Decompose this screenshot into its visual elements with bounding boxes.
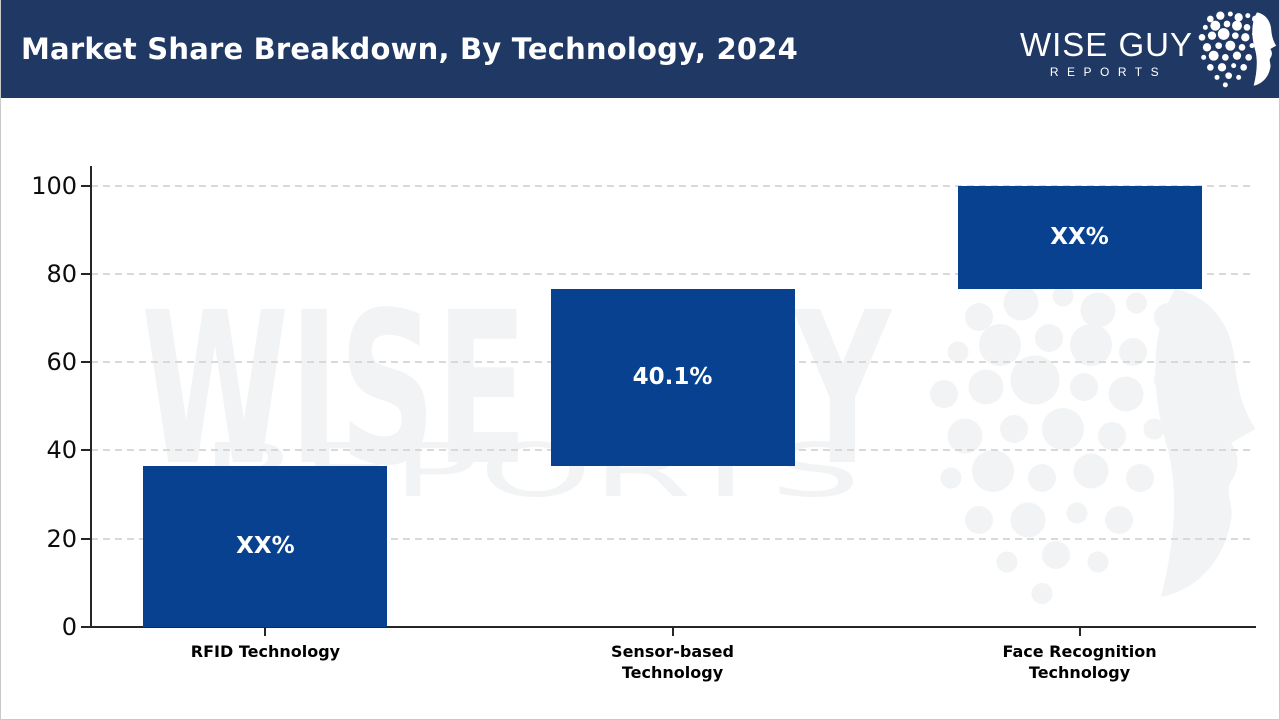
bar-sensor-based: 40.1% bbox=[550, 288, 795, 466]
logo-face-icon bbox=[1198, 11, 1277, 88]
x-tick-mark bbox=[264, 628, 267, 636]
bar-face-recognition: XX% bbox=[957, 185, 1202, 289]
y-tick-label: 60 bbox=[46, 348, 77, 377]
y-tick-label: 40 bbox=[46, 436, 77, 465]
bar-value-label: 40.1% bbox=[632, 364, 713, 391]
y-tick-label: 80 bbox=[46, 259, 77, 288]
x-tick-label: Face Recognition Technology bbox=[1002, 642, 1157, 682]
y-tick-label: 20 bbox=[46, 524, 77, 553]
y-tick-label: 0 bbox=[61, 613, 77, 641]
gridline bbox=[91, 537, 1254, 540]
y-tick-mark bbox=[81, 184, 91, 187]
watermark-face-icon bbox=[930, 285, 1256, 604]
chart-area: WISE GUY REPORTS 0 20 40 60 80 100 XX% 40.1% XX… bbox=[1, 98, 1279, 719]
y-tick-label: 100 bbox=[31, 171, 77, 200]
y-tick-mark bbox=[81, 537, 91, 540]
logo-wordmark: WISE GUY bbox=[1019, 25, 1193, 63]
bar-rfid-technology: XX% bbox=[143, 465, 388, 627]
y-axis-spine bbox=[90, 166, 92, 628]
header: Market Share Breakdown, By Technology, 2… bbox=[1, 0, 1279, 98]
x-tick-mark bbox=[671, 628, 674, 636]
y-tick-mark bbox=[81, 272, 91, 275]
bar-value-label: XX% bbox=[236, 533, 295, 560]
gridline bbox=[91, 184, 1254, 187]
y-tick-mark bbox=[81, 449, 91, 452]
wise-guy-reports-logo: WISE GUY REPORTS bbox=[1020, 5, 1277, 93]
x-tick-mark bbox=[1078, 628, 1081, 636]
chart-title: Market Share Breakdown, By Technology, 2… bbox=[21, 32, 799, 66]
x-tick-label: Sensor-based Technology bbox=[611, 642, 734, 682]
logo-subtitle: REPORTS bbox=[1049, 64, 1168, 79]
y-tick-mark bbox=[81, 626, 91, 628]
x-axis-line bbox=[89, 626, 1256, 628]
gridline bbox=[91, 272, 1254, 275]
bar-value-label: XX% bbox=[1050, 224, 1109, 251]
x-tick-label: RFID Technology bbox=[190, 642, 341, 661]
y-tick-mark bbox=[81, 361, 91, 364]
